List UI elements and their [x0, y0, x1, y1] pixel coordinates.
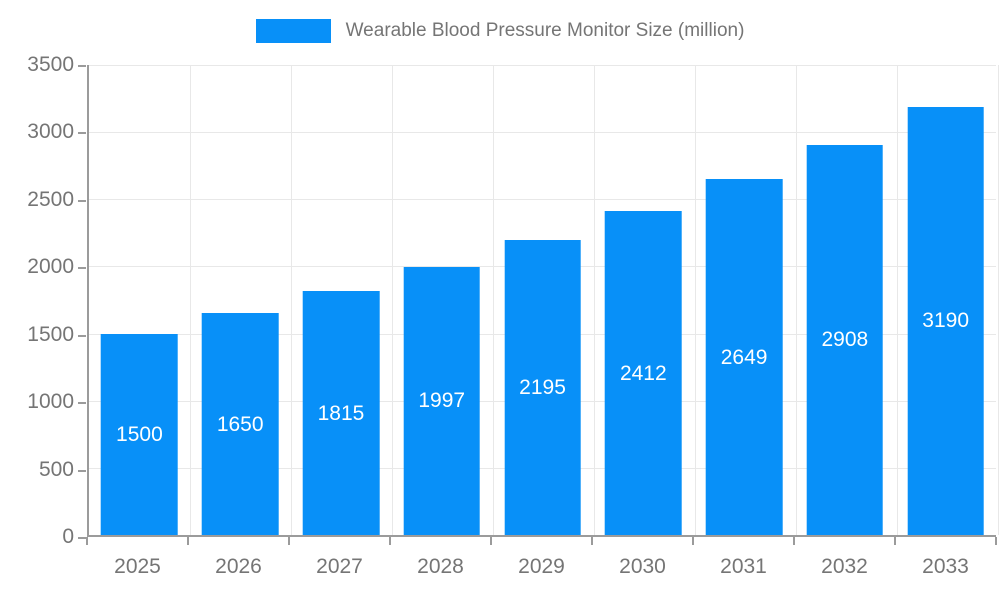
bar-2031[interactable]: 2649 — [705, 179, 783, 535]
band-2028: 1997 — [391, 65, 492, 535]
x-tick-5 — [591, 537, 593, 545]
x-tick-2 — [288, 537, 290, 545]
bar-value-label-2028: 1997 — [418, 389, 466, 413]
x-tick-3 — [389, 537, 391, 545]
v-gridline-2 — [291, 65, 292, 535]
y-tick-3000 — [78, 132, 86, 135]
y-tick-label-3500: 3500 — [27, 53, 74, 76]
y-tick-label-1000: 1000 — [27, 390, 74, 414]
bar-2027[interactable]: 1815 — [302, 291, 380, 535]
bar-value-label-2029: 2195 — [519, 376, 566, 400]
v-gridline-4 — [493, 65, 494, 535]
x-tick-6 — [692, 537, 694, 545]
y-tick-label-2500: 2500 — [27, 187, 74, 211]
bar-value-label-2025: 1500 — [116, 422, 163, 446]
y-tick-2000 — [78, 267, 86, 270]
bar-value-label-2033: 3190 — [922, 309, 969, 333]
band-2033: 3190 — [895, 65, 996, 535]
plot-area: 1500 1650 1815 1997 2195 2412 2649 2908 3190 — [87, 65, 999, 537]
y-tick-0 — [78, 537, 86, 539]
h-gridline-2500 — [89, 199, 996, 201]
bar-2026[interactable]: 1650 — [201, 313, 279, 535]
bars-container: 1500 1650 1815 1997 2195 2412 2649 2908 3190 — [89, 65, 996, 535]
chart-legend: Wearable Blood Pressure Monitor Size (mi… — [0, 14, 1000, 48]
x-tick-1 — [187, 537, 189, 545]
bar-2033[interactable]: 3190 — [907, 106, 984, 535]
y-tick-label-0: 0 — [62, 525, 74, 548]
y-tick-500 — [78, 469, 86, 472]
bar-value-label-2027: 1815 — [317, 401, 365, 425]
y-tick-label-2000: 2000 — [27, 255, 74, 279]
x-tick-4 — [490, 537, 492, 545]
x-tick-8 — [894, 537, 896, 545]
x-tick-label-2030: 2030 — [619, 555, 666, 578]
bar-2032[interactable]: 2908 — [806, 144, 884, 535]
x-tick-label-2026: 2026 — [215, 555, 262, 578]
v-gridline-6 — [695, 65, 696, 535]
y-tick-3500 — [78, 65, 86, 67]
x-tick-9 — [995, 537, 997, 545]
y-tick-label-1500: 1500 — [27, 322, 74, 346]
v-gridline-9 — [998, 65, 999, 535]
y-tick-1500 — [78, 334, 86, 337]
band-2025: 1500 — [89, 65, 190, 535]
y-tick-1000 — [78, 402, 86, 405]
bar-2029[interactable]: 2195 — [504, 240, 581, 535]
v-gridline-3 — [392, 65, 393, 535]
y-tick-label-3000: 3000 — [27, 120, 74, 144]
x-tick-label-2032: 2032 — [821, 555, 868, 578]
x-tick-label-2031: 2031 — [720, 555, 767, 578]
v-gridline-1 — [190, 65, 191, 535]
band-2030: 2412 — [593, 65, 694, 535]
band-2026: 1650 — [190, 65, 291, 535]
bar-value-label-2031: 2649 — [720, 345, 768, 369]
v-gridline-7 — [796, 65, 797, 535]
bar-value-label-2032: 2908 — [821, 328, 869, 352]
bar-2028[interactable]: 1997 — [403, 266, 481, 535]
bar-value-label-2030: 2412 — [619, 361, 667, 385]
x-tick-7 — [793, 537, 795, 545]
v-gridline-5 — [594, 65, 595, 535]
bar-2030[interactable]: 2412 — [605, 211, 682, 535]
x-tick-label-2033: 2033 — [922, 555, 969, 578]
x-tick-0 — [86, 537, 88, 545]
band-2031: 2649 — [694, 65, 795, 535]
h-gridline-3000 — [89, 132, 996, 134]
band-2027: 1815 — [291, 65, 392, 535]
chart-title: Wearable Blood Pressure Monitor Size (mi… — [345, 20, 745, 41]
band-2032: 2908 — [794, 65, 895, 535]
x-tick-label-2027: 2027 — [316, 555, 363, 578]
bar-2025[interactable]: 1500 — [101, 333, 178, 535]
bar-value-label-2026: 1650 — [216, 412, 264, 436]
legend-swatch-icon[interactable] — [255, 19, 331, 43]
band-2029: 2195 — [492, 65, 593, 535]
y-tick-2500 — [78, 199, 86, 202]
v-gridline-8 — [897, 65, 898, 535]
x-tick-label-2029: 2029 — [518, 555, 565, 578]
x-tick-label-2028: 2028 — [417, 555, 464, 578]
y-tick-label-500: 500 — [38, 457, 74, 481]
h-gridline-3500 — [89, 65, 996, 66]
x-tick-label-2025: 2025 — [114, 555, 161, 578]
